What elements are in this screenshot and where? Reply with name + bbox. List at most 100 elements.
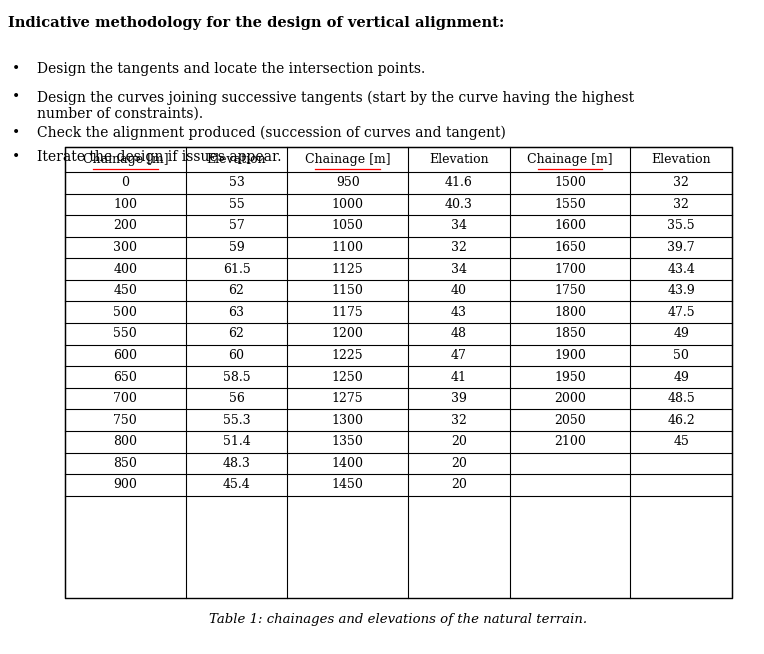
Text: 43.4: 43.4 [667, 263, 695, 275]
Text: 56: 56 [228, 392, 244, 405]
Text: 60: 60 [228, 349, 244, 362]
Text: Elevation: Elevation [207, 153, 267, 166]
Text: •: • [11, 150, 20, 164]
Text: Design the tangents and locate the intersection points.: Design the tangents and locate the inter… [37, 62, 425, 76]
Text: 46.2: 46.2 [667, 414, 695, 426]
Text: 49: 49 [673, 371, 689, 383]
Text: 2100: 2100 [554, 436, 586, 448]
Text: 1000: 1000 [332, 198, 364, 211]
Text: 650: 650 [113, 371, 138, 383]
Text: 32: 32 [673, 198, 689, 211]
Text: 32: 32 [451, 414, 467, 426]
Text: 1300: 1300 [332, 414, 364, 426]
Text: 55.3: 55.3 [222, 414, 251, 426]
FancyBboxPatch shape [65, 147, 732, 598]
Text: 1150: 1150 [332, 284, 364, 297]
Text: 1550: 1550 [554, 198, 586, 211]
Text: 35.5: 35.5 [667, 220, 695, 232]
Text: 20: 20 [451, 436, 467, 448]
Text: 2000: 2000 [554, 392, 586, 405]
Text: 700: 700 [113, 392, 138, 405]
Text: 400: 400 [113, 263, 138, 275]
Text: 1750: 1750 [554, 284, 586, 297]
Text: 20: 20 [451, 479, 467, 491]
Text: 39: 39 [451, 392, 467, 405]
Text: 1275: 1275 [332, 392, 364, 405]
Text: Chainage [m]: Chainage [m] [305, 153, 390, 166]
Text: 48.3: 48.3 [222, 457, 251, 470]
Text: 62: 62 [228, 284, 244, 297]
Text: 1600: 1600 [554, 220, 586, 232]
Text: 43: 43 [451, 306, 467, 318]
Text: 61.5: 61.5 [222, 263, 251, 275]
Text: •: • [11, 126, 20, 139]
Text: 40: 40 [451, 284, 467, 297]
Text: 41.6: 41.6 [445, 177, 473, 189]
Text: 20: 20 [451, 457, 467, 470]
Text: 1900: 1900 [554, 349, 586, 362]
Text: 300: 300 [113, 241, 138, 254]
Text: 950: 950 [336, 177, 360, 189]
Text: 1200: 1200 [332, 328, 364, 340]
Text: 0: 0 [121, 177, 129, 189]
Text: 48.5: 48.5 [667, 392, 695, 405]
Text: 53: 53 [228, 177, 244, 189]
Text: 41: 41 [451, 371, 467, 383]
Text: 100: 100 [113, 198, 138, 211]
Text: 43.9: 43.9 [667, 284, 695, 297]
Text: 1500: 1500 [554, 177, 586, 189]
Text: 62: 62 [228, 328, 244, 340]
Text: 1800: 1800 [554, 306, 586, 318]
Text: 1350: 1350 [332, 436, 364, 448]
Text: 45.4: 45.4 [222, 479, 251, 491]
Text: Iterate the design if issues appear.: Iterate the design if issues appear. [37, 150, 281, 164]
Text: 39.7: 39.7 [667, 241, 695, 254]
Text: 40.3: 40.3 [445, 198, 473, 211]
Text: 1450: 1450 [332, 479, 364, 491]
Text: 51.4: 51.4 [222, 436, 251, 448]
Text: 900: 900 [113, 479, 138, 491]
Text: 49: 49 [673, 328, 689, 340]
Text: 550: 550 [114, 328, 138, 340]
Text: 850: 850 [113, 457, 138, 470]
Text: 1950: 1950 [554, 371, 586, 383]
Text: 1125: 1125 [332, 263, 364, 275]
Text: 32: 32 [451, 241, 467, 254]
Text: Chainage [m]: Chainage [m] [83, 153, 168, 166]
Text: 47.5: 47.5 [667, 306, 695, 318]
Text: 1650: 1650 [554, 241, 586, 254]
Text: 34: 34 [451, 220, 467, 232]
Text: 600: 600 [113, 349, 138, 362]
Text: 32: 32 [673, 177, 689, 189]
Text: Chainage [m]: Chainage [m] [527, 153, 613, 166]
Text: 58.5: 58.5 [222, 371, 251, 383]
Text: 500: 500 [113, 306, 138, 318]
Text: Elevation: Elevation [429, 153, 489, 166]
Text: 1225: 1225 [332, 349, 364, 362]
Text: 1050: 1050 [332, 220, 364, 232]
Text: 1100: 1100 [332, 241, 364, 254]
Text: Indicative methodology for the design of vertical alignment:: Indicative methodology for the design of… [8, 16, 504, 30]
Text: 59: 59 [228, 241, 244, 254]
Text: Elevation: Elevation [652, 153, 711, 166]
Text: 55: 55 [228, 198, 244, 211]
Text: 1700: 1700 [554, 263, 586, 275]
Text: •: • [11, 90, 20, 104]
Text: 1175: 1175 [332, 306, 364, 318]
Text: 57: 57 [228, 220, 244, 232]
Text: 1850: 1850 [554, 328, 586, 340]
Text: 2050: 2050 [554, 414, 586, 426]
Text: 200: 200 [113, 220, 138, 232]
Text: Design the curves joining successive tangents (start by the curve having the hig: Design the curves joining successive tan… [37, 90, 634, 121]
Text: Check the alignment produced (succession of curves and tangent): Check the alignment produced (succession… [37, 126, 506, 140]
Text: 800: 800 [113, 436, 138, 448]
Text: 63: 63 [228, 306, 244, 318]
Text: 50: 50 [673, 349, 689, 362]
Text: 1250: 1250 [332, 371, 364, 383]
Text: 450: 450 [113, 284, 138, 297]
Text: Table 1: chainages and elevations of the natural terrain.: Table 1: chainages and elevations of the… [209, 613, 588, 626]
Text: 48: 48 [451, 328, 467, 340]
Text: •: • [11, 62, 20, 76]
Text: 45: 45 [673, 436, 689, 448]
Text: 750: 750 [114, 414, 138, 426]
